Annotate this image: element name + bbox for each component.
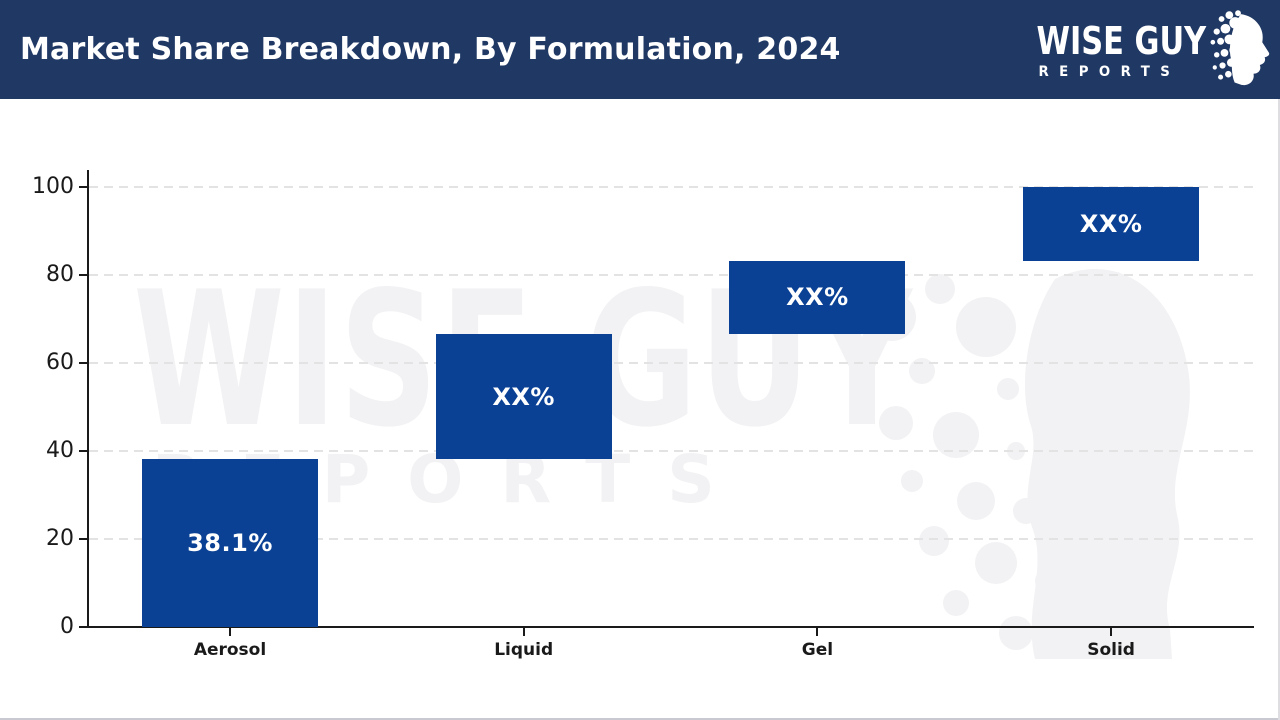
y-gridline bbox=[89, 186, 1254, 188]
logo-subtitle: REPORTS bbox=[1038, 64, 1181, 81]
x-tick-mark bbox=[816, 628, 819, 636]
y-tick-mark bbox=[79, 538, 88, 540]
logo-wordmark: WISE GUY bbox=[1036, 18, 1206, 63]
y-tick-label: 0 bbox=[60, 614, 74, 639]
wise-guy-face-icon bbox=[1210, 10, 1270, 86]
bar: XX% bbox=[1023, 187, 1200, 261]
y-tick-label: 20 bbox=[46, 526, 74, 551]
bar-value-label: 38.1% bbox=[187, 529, 273, 558]
x-tick-mark bbox=[229, 628, 231, 636]
watermark-face-icon bbox=[868, 269, 1190, 659]
x-axis-spine bbox=[87, 626, 1254, 628]
x-axis-category-label: Gel bbox=[801, 640, 834, 660]
y-tick-mark bbox=[79, 626, 88, 628]
header: Market Share Breakdown, By Formulation, … bbox=[0, 0, 1280, 99]
y-tick-mark bbox=[79, 274, 88, 276]
bar-value-label: XX% bbox=[492, 382, 555, 411]
y-tick-mark bbox=[79, 186, 88, 188]
x-axis-category-label: Aerosol bbox=[193, 640, 267, 660]
y-tick-label: 80 bbox=[46, 262, 74, 287]
bar: XX% bbox=[435, 333, 612, 460]
y-tick-label: 100 bbox=[32, 174, 74, 199]
y-gridline bbox=[89, 274, 1254, 276]
y-gridline bbox=[89, 362, 1254, 364]
x-tick-mark bbox=[1110, 628, 1113, 636]
x-axis-category-label: Liquid bbox=[494, 640, 554, 660]
y-gridline bbox=[89, 538, 1254, 540]
y-axis-spine bbox=[87, 170, 89, 628]
x-axis-category-label: Solid bbox=[1087, 640, 1135, 660]
logo-text: WISE GUY REPORTS bbox=[994, 18, 1206, 81]
y-tick-mark bbox=[79, 362, 88, 364]
y-tick-label: 60 bbox=[46, 350, 74, 375]
y-tick-label: 40 bbox=[46, 438, 74, 463]
y-tick-mark bbox=[79, 450, 88, 452]
bar: XX% bbox=[729, 260, 906, 334]
wise-guy-logo: WISE GUY REPORTS bbox=[994, 4, 1270, 96]
bar-value-label: XX% bbox=[1079, 209, 1143, 238]
bar-value-label: XX% bbox=[786, 283, 849, 312]
bar: 38.1% bbox=[142, 459, 318, 627]
y-gridline bbox=[89, 450, 1254, 452]
x-tick-mark bbox=[522, 628, 525, 636]
page-title: Market Share Breakdown, By Formulation, … bbox=[20, 32, 841, 67]
